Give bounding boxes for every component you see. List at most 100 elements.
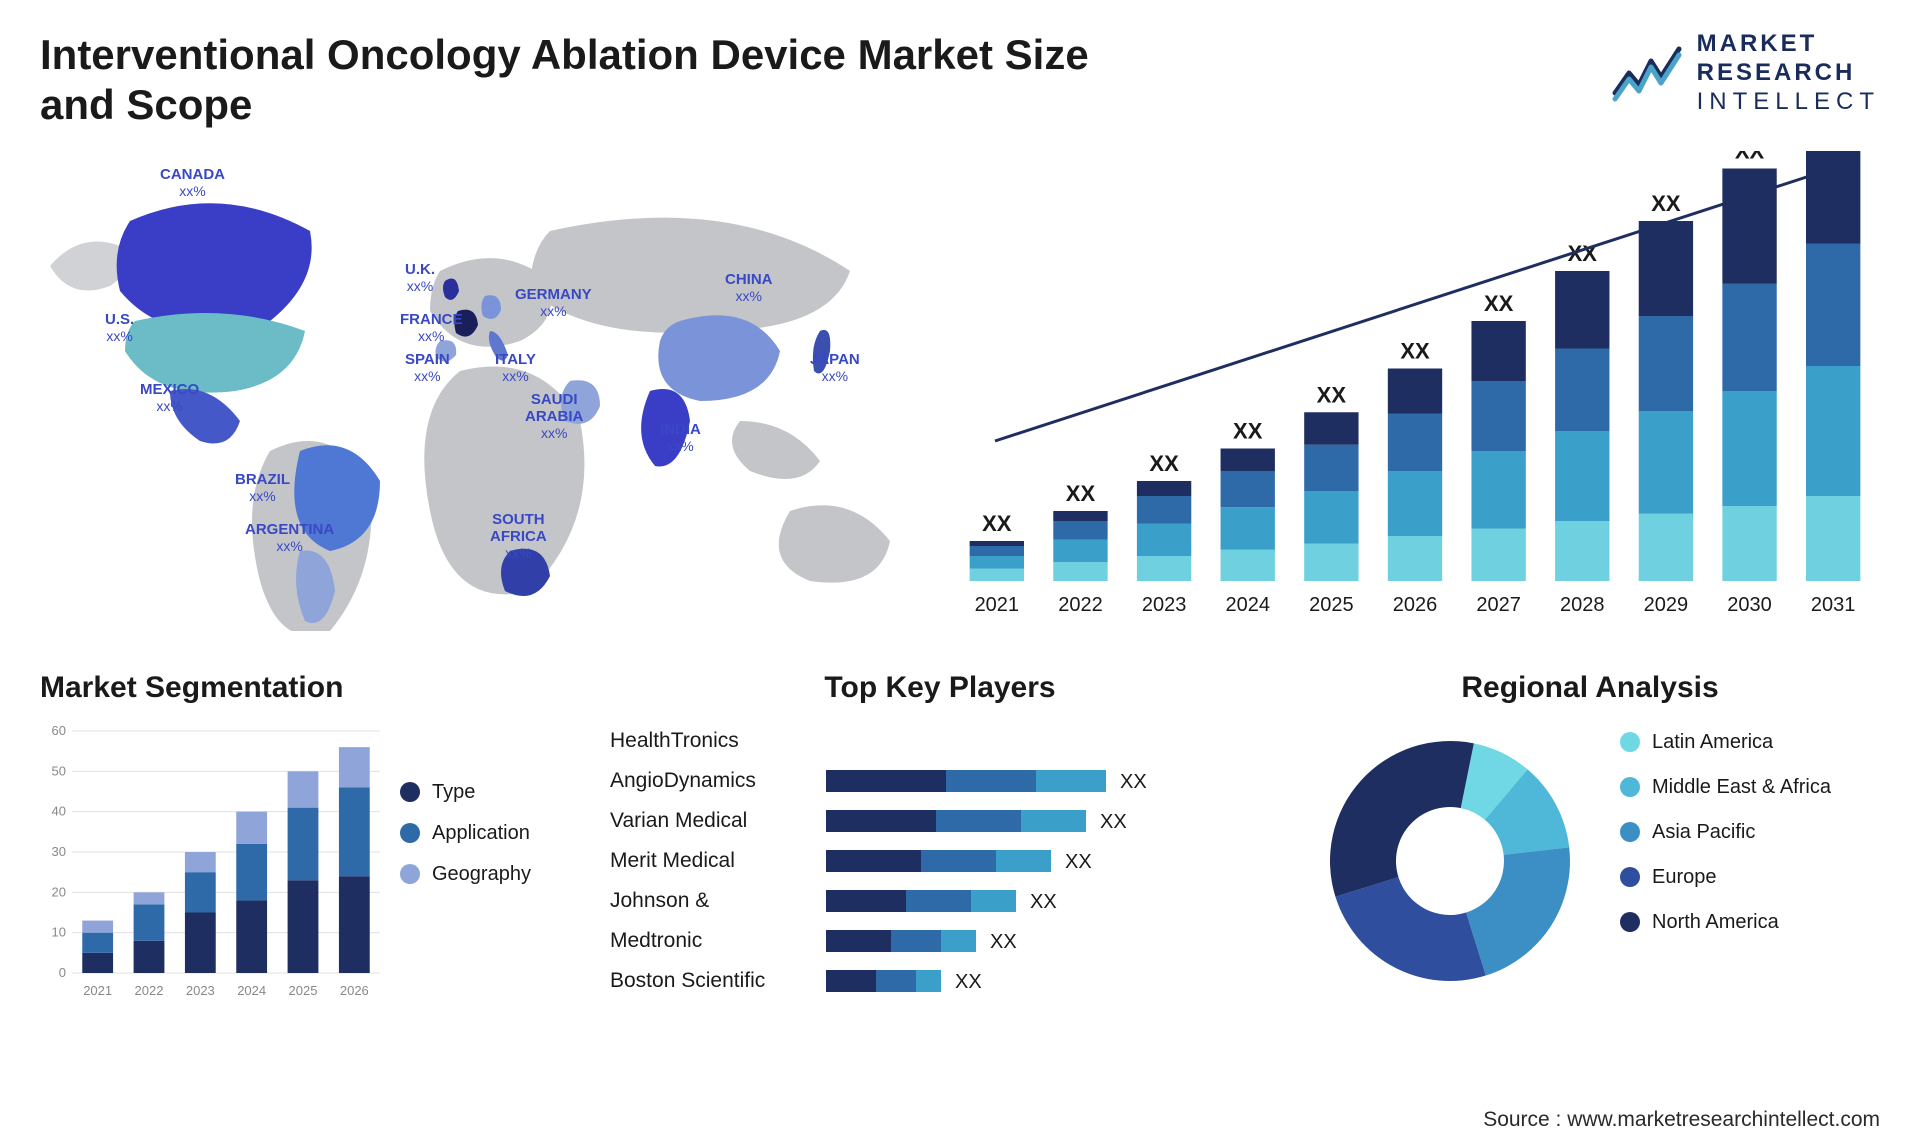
map-label: U.S.xx% <box>105 311 134 346</box>
svg-text:2024: 2024 <box>1225 594 1270 616</box>
top-row: CANADAxx% U.S.xx% MEXICOxx% BRAZILxx% ARGENT… <box>40 151 1880 631</box>
svg-text:50: 50 <box>52 763 66 778</box>
svg-text:XX: XX <box>1651 191 1681 216</box>
svg-text:XX: XX <box>1030 891 1057 913</box>
growth-chart-panel: XX 2021 XX 2022 XX 2023 XX 2024 XX 2025 XX 2026 XX 20… <box>950 151 1880 631</box>
brand-icon <box>1611 43 1683 103</box>
map-label: CANADAxx% <box>160 166 225 201</box>
player-label: Johnson & <box>610 881 810 921</box>
regional-panel: Regional Analysis Latin America Middle Ea… <box>1300 671 1880 1006</box>
svg-text:2023: 2023 <box>186 983 215 998</box>
players-title: Top Key Players <box>610 671 1270 705</box>
svg-text:60: 60 <box>52 723 66 738</box>
map-label: SOUTHAFRICAxx% <box>490 511 547 563</box>
legend-swatch <box>1620 777 1640 797</box>
map-label: ITALYxx% <box>495 351 536 386</box>
svg-text:2024: 2024 <box>237 983 266 998</box>
legend-label: Application <box>432 822 530 845</box>
svg-text:XX: XX <box>1065 851 1092 873</box>
donut-chart <box>1310 721 1590 1001</box>
legend-swatch <box>1620 732 1640 752</box>
svg-text:2026: 2026 <box>340 983 369 998</box>
legend-swatch <box>400 864 420 884</box>
map-label: INDIAxx% <box>660 421 701 456</box>
players-labels: HealthTronicsAngioDynamicsVarian Medical… <box>610 721 810 1001</box>
player-label: Varian Medical <box>610 801 810 841</box>
page-title: Interventional Oncology Ablation Device … <box>40 30 1140 131</box>
map-label: CHINAxx% <box>725 271 773 306</box>
legend-label: Latin America <box>1652 731 1773 754</box>
svg-text:30: 30 <box>52 844 66 859</box>
map-label: U.K.xx% <box>405 261 435 296</box>
map-label: MEXICOxx% <box>140 381 199 416</box>
legend-item: Application <box>400 822 531 845</box>
players-panel: Top Key Players HealthTronicsAngioDynami… <box>610 671 1270 1006</box>
svg-text:2029: 2029 <box>1644 594 1689 616</box>
svg-text:2026: 2026 <box>1393 594 1438 616</box>
brand-line2: RESEARCH <box>1697 59 1880 88</box>
map-label: SPAINxx% <box>405 351 450 386</box>
legend-item: Geography <box>400 863 531 886</box>
svg-text:XX: XX <box>1120 771 1147 793</box>
map-label: SAUDIARABIAxx% <box>525 391 583 443</box>
legend-swatch <box>400 823 420 843</box>
svg-text:XX: XX <box>1400 338 1430 363</box>
map-label: FRANCExx% <box>400 311 463 346</box>
svg-text:XX: XX <box>982 511 1012 536</box>
svg-text:20: 20 <box>52 884 66 899</box>
player-label: Medtronic <box>610 921 810 961</box>
legend-label: Europe <box>1652 866 1717 889</box>
regional-title: Regional Analysis <box>1300 671 1880 705</box>
segmentation-chart: 0102030405060202120222023202420252026 <box>40 721 380 1001</box>
svg-text:40: 40 <box>52 803 66 818</box>
legend-label: Middle East & Africa <box>1652 776 1831 799</box>
svg-text:2028: 2028 <box>1560 594 1605 616</box>
players-chart: XX XX XX XX XX XX <box>826 721 1236 1001</box>
bottom-row: Market Segmentation 01020304050602021202… <box>40 671 1880 1006</box>
svg-text:2022: 2022 <box>1058 594 1103 616</box>
svg-text:2021: 2021 <box>975 594 1020 616</box>
regional-legend: Latin America Middle East & Africa Asia Pa… <box>1620 721 1831 1001</box>
brand-line1: MARKET <box>1697 30 1880 59</box>
svg-text:XX: XX <box>1484 291 1514 316</box>
legend-swatch <box>1620 822 1640 842</box>
player-label: HealthTronics <box>610 721 810 761</box>
legend-label: Asia Pacific <box>1652 821 1755 844</box>
legend-swatch <box>400 782 420 802</box>
brand-logo: MARKET RESEARCH INTELLECT <box>1611 30 1880 116</box>
map-label: BRAZILxx% <box>235 471 290 506</box>
svg-text:XX: XX <box>990 931 1017 953</box>
map-label: GERMANYxx% <box>515 286 592 321</box>
svg-text:XX: XX <box>1735 151 1765 164</box>
legend-label: North America <box>1652 911 1779 934</box>
svg-text:2025: 2025 <box>1309 594 1354 616</box>
header: Interventional Oncology Ablation Device … <box>40 30 1880 131</box>
svg-text:XX: XX <box>955 971 982 993</box>
svg-text:2027: 2027 <box>1476 594 1521 616</box>
player-label: AngioDynamics <box>610 761 810 801</box>
svg-text:2023: 2023 <box>1142 594 1187 616</box>
segmentation-panel: Market Segmentation 01020304050602021202… <box>40 671 580 1006</box>
legend-item: Middle East & Africa <box>1620 776 1831 799</box>
brand-line3: INTELLECT <box>1697 88 1880 117</box>
map-label: ARGENTINAxx% <box>245 521 334 556</box>
world-map-panel: CANADAxx% U.S.xx% MEXICOxx% BRAZILxx% ARGENT… <box>40 151 920 631</box>
brand-text: MARKET RESEARCH INTELLECT <box>1697 30 1880 116</box>
svg-text:2031: 2031 <box>1811 594 1856 616</box>
svg-text:XX: XX <box>1066 481 1096 506</box>
legend-item: Latin America <box>1620 731 1831 754</box>
svg-text:XX: XX <box>1317 382 1347 407</box>
svg-text:2022: 2022 <box>135 983 164 998</box>
svg-text:XX: XX <box>1100 811 1127 833</box>
map-label: JAPANxx% <box>810 351 860 386</box>
legend-item: Europe <box>1620 866 1831 889</box>
legend-label: Geography <box>432 863 531 886</box>
svg-text:2030: 2030 <box>1727 594 1772 616</box>
legend-item: North America <box>1620 911 1831 934</box>
svg-text:10: 10 <box>52 924 66 939</box>
legend-label: Type <box>432 781 475 804</box>
segmentation-legend: Type Application Geography <box>400 721 531 1006</box>
svg-text:2025: 2025 <box>289 983 318 998</box>
player-label: Boston Scientific <box>610 961 810 1001</box>
svg-text:XX: XX <box>1233 418 1263 443</box>
